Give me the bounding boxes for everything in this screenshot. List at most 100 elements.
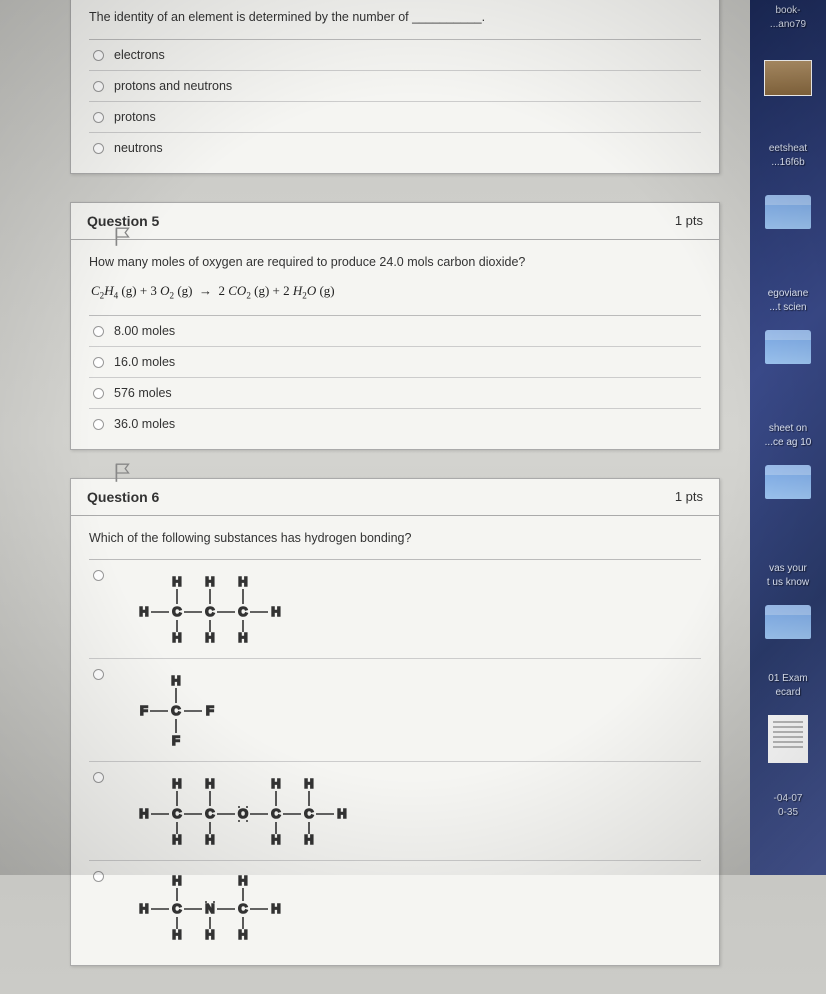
desktop-item[interactable]: egoviane ...t scien: [756, 285, 820, 313]
answer-option[interactable]: electrons: [89, 40, 701, 71]
desktop-item[interactable]: [756, 465, 820, 499]
svg-text:C: C: [172, 901, 182, 916]
svg-text:H: H: [205, 574, 214, 589]
answer-option[interactable]: protons: [89, 102, 701, 133]
answer-option[interactable]: H F C F F: [89, 659, 701, 762]
answer-option[interactable]: 36.0 moles: [89, 409, 701, 439]
radio-icon[interactable]: [93, 388, 104, 399]
svg-text:H: H: [304, 832, 313, 847]
radio-icon[interactable]: [93, 772, 104, 783]
svg-text:F: F: [172, 733, 180, 748]
answer-option[interactable]: 16.0 moles: [89, 347, 701, 378]
molecule-diagram-amine: H C N C H H H H H: [114, 873, 344, 943]
answer-label: 16.0 moles: [114, 355, 175, 369]
desktop-label: ...t scien: [756, 302, 820, 313]
desktop-label: book-: [756, 5, 820, 16]
question-body: Which of the following substances has hy…: [71, 516, 719, 966]
flag-icon[interactable]: [114, 462, 132, 484]
svg-text:C: C: [172, 806, 182, 821]
molecule-diagram-ether: H C C O C C H H: [114, 774, 414, 848]
desktop-item[interactable]: sheet on ...ce ag 10: [756, 420, 820, 448]
desktop-label: ecard: [756, 687, 820, 698]
desktop-item[interactable]: -04-07 0-35: [756, 790, 820, 818]
chemical-equation: C2H4 (g) + 3 O2 (g) → 2 CO2 (g) + 2 H2O …: [91, 283, 701, 301]
radio-icon[interactable]: [93, 326, 104, 337]
svg-text:H: H: [139, 806, 148, 821]
svg-text:H: H: [139, 901, 148, 916]
folder-icon: [765, 465, 811, 499]
folder-icon: [765, 330, 811, 364]
svg-text:H: H: [271, 776, 280, 791]
molecule-diagram-chf3: H F C F F: [114, 671, 254, 749]
svg-text:H: H: [171, 673, 180, 688]
desktop-item[interactable]: book- ...ano79: [756, 2, 820, 30]
svg-text:H: H: [205, 927, 214, 942]
answer-option[interactable]: neutrons: [89, 133, 701, 163]
answer-label: 8.00 moles: [114, 324, 175, 338]
desktop-label: 0-35: [756, 807, 820, 818]
answer-option[interactable]: H C C C H H H H: [89, 560, 701, 659]
flag-icon[interactable]: [114, 226, 132, 248]
svg-text:H: H: [172, 574, 181, 589]
radio-icon[interactable]: [93, 50, 104, 61]
question-card-6: Question 6 1 pts Which of the following …: [70, 478, 720, 967]
answer-option[interactable]: H C C O C C H H: [89, 762, 701, 861]
radio-icon[interactable]: [93, 570, 104, 581]
svg-text:H: H: [304, 776, 313, 791]
desktop-item[interactable]: [756, 195, 820, 229]
svg-text:C: C: [172, 604, 182, 619]
desktop-item[interactable]: 01 Exam ecard: [756, 670, 820, 698]
image-icon: [764, 60, 812, 96]
svg-text:H: H: [271, 832, 280, 847]
desktop-item[interactable]: [756, 60, 820, 96]
question-points: 1 pts: [675, 489, 703, 504]
radio-icon[interactable]: [93, 669, 104, 680]
answer-option[interactable]: 8.00 moles: [89, 316, 701, 347]
desktop-item[interactable]: [756, 715, 820, 763]
radio-icon[interactable]: [93, 871, 104, 882]
svg-text:O: O: [238, 806, 248, 821]
folder-icon: [765, 605, 811, 639]
desktop-label: -04-07: [756, 793, 820, 804]
svg-text:H: H: [271, 604, 280, 619]
svg-text:N: N: [205, 901, 214, 916]
answer-option[interactable]: H C N C H H H H H: [89, 861, 701, 955]
desktop-label: ...ano79: [756, 19, 820, 30]
svg-text:H: H: [172, 630, 181, 645]
desktop-item[interactable]: [756, 605, 820, 639]
answer-list: H C C C H H H H: [89, 559, 701, 955]
svg-text:C: C: [171, 703, 181, 718]
desktop-edge: book- ...ano79 eetsheat ...16f6b egovian…: [750, 0, 826, 875]
svg-text:H: H: [238, 873, 247, 888]
radio-icon[interactable]: [93, 357, 104, 368]
svg-text:H: H: [238, 630, 247, 645]
answer-label: neutrons: [114, 141, 163, 155]
svg-text:C: C: [238, 901, 248, 916]
radio-icon[interactable]: [93, 143, 104, 154]
desktop-item[interactable]: eetsheat ...16f6b: [756, 140, 820, 168]
svg-text:H: H: [172, 776, 181, 791]
answer-label: 36.0 moles: [114, 417, 175, 431]
svg-text:C: C: [304, 806, 314, 821]
svg-text:H: H: [205, 776, 214, 791]
svg-text:C: C: [238, 604, 248, 619]
desktop-label: t us know: [756, 577, 820, 588]
question-prompt: How many moles of oxygen are required to…: [89, 254, 701, 272]
desktop-item[interactable]: vas your t us know: [756, 560, 820, 588]
document-icon: [768, 715, 808, 763]
question-card-5: Question 5 1 pts How many moles of oxyge…: [70, 202, 720, 450]
radio-icon[interactable]: [93, 112, 104, 123]
answer-label: protons: [114, 110, 156, 124]
folder-icon: [765, 195, 811, 229]
desktop-label: egoviane: [756, 288, 820, 299]
answer-option[interactable]: 576 moles: [89, 378, 701, 409]
answer-label: electrons: [114, 48, 165, 62]
svg-text:C: C: [205, 604, 215, 619]
question-body: The identity of an element is determined…: [71, 0, 719, 173]
desktop-item[interactable]: [756, 330, 820, 364]
radio-icon[interactable]: [93, 81, 104, 92]
question-points: 1 pts: [675, 213, 703, 228]
radio-icon[interactable]: [93, 419, 104, 430]
svg-text:F: F: [206, 703, 214, 718]
answer-option[interactable]: protons and neutrons: [89, 71, 701, 102]
